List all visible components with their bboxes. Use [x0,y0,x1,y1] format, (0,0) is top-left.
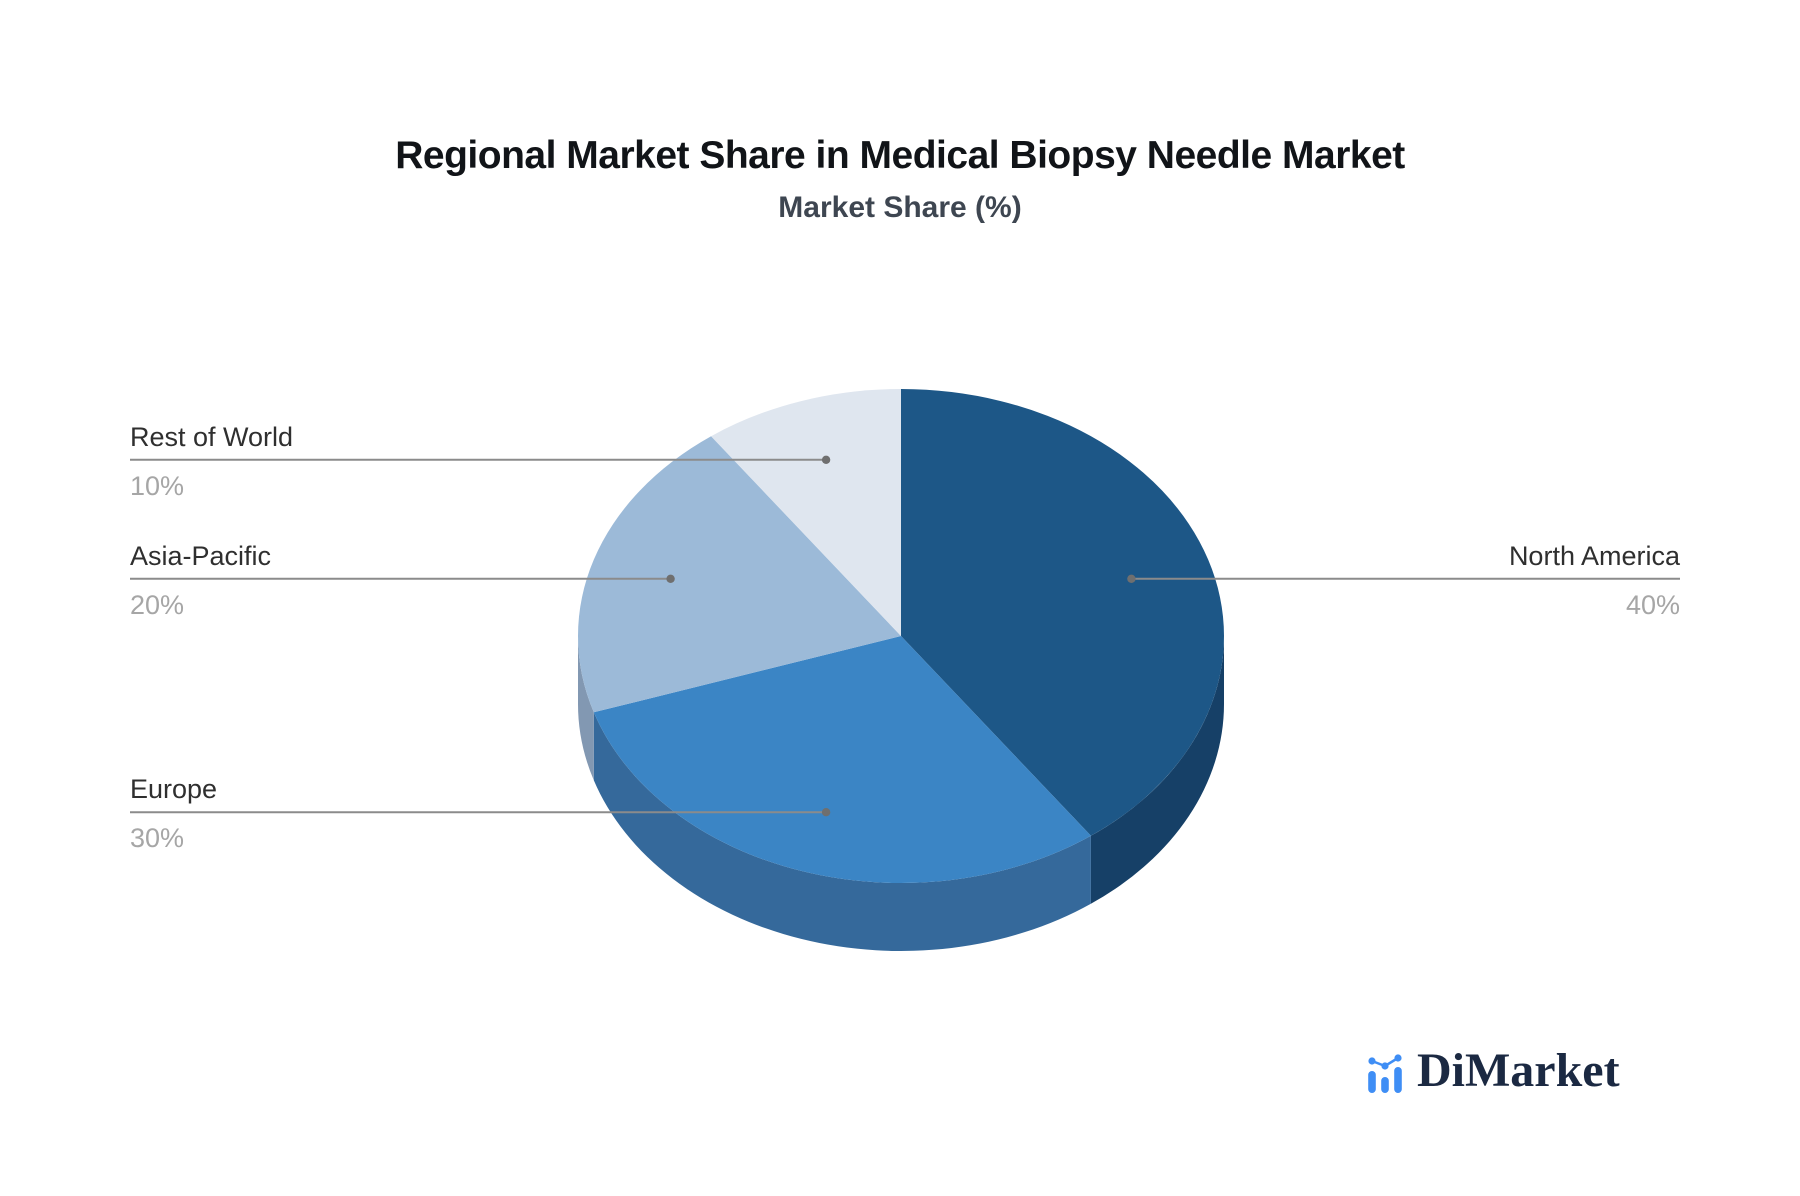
brand-logo: DiMarket [1365,1040,1620,1096]
slice-label: North America [1508,540,1680,571]
slice-value: 40% [1625,589,1680,620]
leader-dot [666,574,675,583]
pie-slice-asia-pacific[interactable] [578,436,901,713]
pie-slice-north-america[interactable] [901,389,1224,836]
pie-slice-side [593,712,1091,951]
brand-logo-text: DiMarket [1417,1044,1620,1097]
bar-chart-icon [1368,1054,1402,1093]
chart-subtitle: Market Share (%) [778,191,1022,224]
slice-value: 30% [130,823,185,854]
leader-dot [821,808,831,817]
slice-label: Europe [130,774,218,805]
leader-dot [1127,574,1136,583]
pie-slice-rest-of-world[interactable] [711,389,901,636]
slice-label: Rest of World [130,421,294,452]
pie-top-slices [578,389,1224,883]
pie-slice-side [578,636,594,781]
pie-slice-side [1090,636,1224,904]
leader-dot [821,455,831,464]
leader-lines [130,455,1680,817]
chart-title: Regional Market Share in Medical Biopsy … [395,134,1405,177]
slice-value: 20% [130,589,185,620]
pie-side-walls [578,636,1224,951]
slice-value: 10% [130,470,185,501]
pie-slice-europe[interactable] [593,636,1091,883]
slice-label: Asia-Pacific [130,540,272,571]
